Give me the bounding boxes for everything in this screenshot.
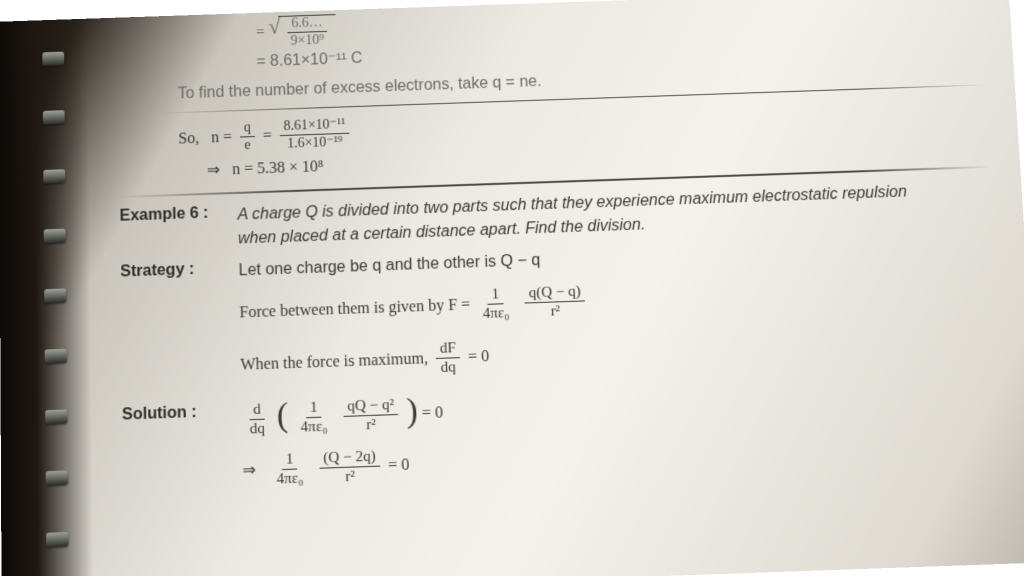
- r1-num: 1: [282, 451, 298, 470]
- p1-den: 4πε₀: [296, 417, 331, 436]
- result-text: n = 5.38 × 10⁸: [232, 158, 324, 178]
- df-num: dF: [435, 340, 460, 359]
- frac1-num: q: [240, 120, 255, 138]
- df-den: dq: [436, 358, 460, 376]
- r1-den: 4πε₀: [272, 469, 307, 488]
- d-den: dq: [246, 420, 270, 439]
- page-photo: = 6.6… 9×10⁹ = 8.61×10⁻¹¹ C To find the …: [0, 0, 1024, 576]
- arrow-1: ⇒: [207, 161, 221, 178]
- f2-den: r²: [546, 302, 564, 320]
- force-pre: Force between them is given by F =: [239, 296, 470, 321]
- so-label: So,: [178, 129, 199, 146]
- strategy-body: Let one charge be q and the other is Q −…: [238, 247, 592, 384]
- strategy-row: Strategy : Let one charge be q and the o…: [120, 233, 1002, 388]
- eq0-2: = 0: [388, 456, 410, 474]
- frac1-den: e: [240, 137, 254, 154]
- solution-row: Solution : ddq ( 14πε₀ qQ − q²r² ) = 0 ⇒…: [122, 375, 1009, 494]
- strategy-line1: Let one charge be q and the other is Q −…: [238, 247, 588, 283]
- f1-num: 1: [487, 286, 503, 305]
- example6-label: Example 6 :: [119, 204, 219, 225]
- solution-label: Solution :: [122, 402, 223, 424]
- solution-eq2: ⇒ 14πε₀ (Q − 2q)r² = 0: [242, 446, 445, 490]
- max-condition: When the force is maximum, dFdq = 0: [240, 335, 592, 384]
- page-content: = 6.6… 9×10⁹ = 8.61×10⁻¹¹ C To find the …: [117, 0, 1015, 576]
- p2-den: r²: [362, 416, 380, 434]
- solution-body: ddq ( 14πε₀ qQ − q²r² ) = 0 ⇒ 14πε₀ (Q −…: [241, 395, 445, 490]
- f2-num: q(Q − q): [524, 283, 585, 304]
- lparen-icon: (: [276, 397, 288, 435]
- n-eq: n =: [211, 129, 232, 146]
- frac2-den: 1.6×10⁻¹⁹: [283, 134, 347, 152]
- solution-eq1: ddq ( 14πε₀ qQ − q²r² ) = 0: [241, 395, 444, 439]
- r2-den: r²: [341, 467, 359, 486]
- rparen-icon: ): [406, 392, 419, 430]
- p1-num: 1: [306, 399, 322, 418]
- zero-1: = 0: [468, 348, 490, 366]
- eq0-1: = 0: [422, 404, 444, 422]
- eq-sign: =: [263, 127, 272, 144]
- r2-num: (Q − 2q): [319, 448, 380, 469]
- strategy-label: Strategy :: [120, 260, 221, 281]
- d-num: d: [249, 401, 265, 420]
- max-pre: When the force is maximum,: [240, 350, 428, 374]
- partial-numerator: 6.6…: [287, 15, 326, 33]
- sqrt-denominator: 9×10⁹: [287, 32, 329, 49]
- force-equation: Force between them is given by F = 14πε₀…: [239, 283, 590, 331]
- arrow-2: ⇒: [242, 461, 256, 479]
- f1-den: 4πε₀: [478, 304, 513, 323]
- p2-num: qQ − q²: [343, 396, 398, 417]
